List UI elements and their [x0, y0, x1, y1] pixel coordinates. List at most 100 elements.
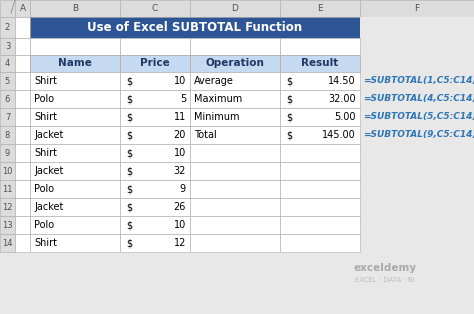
Bar: [15, 144, 30, 162]
Text: $: $: [126, 202, 132, 212]
Bar: [190, 126, 280, 144]
Text: Name: Name: [58, 58, 92, 68]
Bar: [280, 234, 360, 252]
Bar: [120, 216, 190, 234]
Text: Operation: Operation: [206, 58, 264, 68]
Text: 10: 10: [174, 148, 186, 158]
Text: 32: 32: [173, 166, 186, 176]
Text: 13: 13: [2, 220, 13, 230]
Bar: [120, 72, 190, 90]
Text: =SUBTOTAL(4,C5:C14): =SUBTOTAL(4,C5:C14): [363, 95, 474, 104]
Bar: [0, 144, 15, 162]
Bar: [190, 55, 280, 72]
Text: =SUBTOTAL(5,C5:C14): =SUBTOTAL(5,C5:C14): [363, 112, 474, 122]
Text: $: $: [126, 166, 132, 176]
Bar: [30, 17, 360, 38]
Text: $: $: [126, 76, 132, 86]
Text: 9: 9: [5, 149, 10, 158]
Bar: [0, 17, 15, 38]
Bar: [0, 162, 15, 180]
Text: D: D: [232, 4, 238, 13]
Bar: [280, 90, 360, 108]
Text: Result: Result: [301, 58, 338, 68]
Bar: [280, 72, 360, 90]
Text: Shirt: Shirt: [34, 76, 57, 86]
Bar: [190, 162, 280, 180]
Text: A: A: [19, 4, 26, 13]
Bar: [15, 55, 30, 72]
Bar: [30, 216, 120, 234]
Bar: [0, 90, 15, 108]
Bar: [120, 162, 190, 180]
Bar: [0, 0, 15, 17]
Text: 26: 26: [173, 202, 186, 212]
Bar: [0, 55, 15, 72]
Text: $: $: [286, 112, 292, 122]
Bar: [360, 17, 474, 38]
Text: 32.00: 32.00: [328, 94, 356, 104]
Bar: [190, 144, 280, 162]
Text: 12: 12: [173, 238, 186, 248]
Text: Maximum: Maximum: [194, 94, 242, 104]
Bar: [280, 180, 360, 198]
Text: 2: 2: [5, 23, 10, 32]
Bar: [190, 0, 280, 17]
Text: 12: 12: [2, 203, 13, 212]
Text: $: $: [126, 94, 132, 104]
Bar: [15, 0, 30, 17]
Bar: [15, 17, 30, 38]
Text: $: $: [126, 220, 132, 230]
Text: 9: 9: [180, 184, 186, 194]
Text: Price: Price: [140, 58, 170, 68]
Text: 10: 10: [174, 76, 186, 86]
Bar: [0, 180, 15, 198]
Bar: [190, 180, 280, 198]
Bar: [280, 108, 360, 126]
Text: 5: 5: [5, 77, 10, 85]
Text: Use of Excel SUBTOTAL Function: Use of Excel SUBTOTAL Function: [87, 21, 302, 34]
Bar: [190, 198, 280, 216]
Text: 3: 3: [5, 42, 10, 51]
Bar: [15, 38, 30, 55]
Text: 14.50: 14.50: [328, 76, 356, 86]
Text: E: E: [317, 4, 323, 13]
Bar: [120, 126, 190, 144]
Text: Minimum: Minimum: [194, 112, 239, 122]
Bar: [190, 38, 280, 55]
Bar: [0, 198, 15, 216]
Bar: [15, 108, 30, 126]
Text: 145.00: 145.00: [322, 130, 356, 140]
Bar: [190, 90, 280, 108]
Bar: [15, 180, 30, 198]
Text: 11: 11: [174, 112, 186, 122]
Bar: [0, 72, 15, 90]
Text: Jacket: Jacket: [34, 202, 64, 212]
Text: 11: 11: [2, 185, 13, 193]
Bar: [30, 0, 120, 17]
Text: $: $: [286, 94, 292, 104]
Bar: [15, 234, 30, 252]
Bar: [190, 234, 280, 252]
Text: $: $: [126, 148, 132, 158]
Text: $: $: [126, 238, 132, 248]
Text: exceldemy: exceldemy: [354, 263, 417, 273]
Bar: [0, 108, 15, 126]
Bar: [280, 162, 360, 180]
Bar: [0, 38, 15, 55]
Bar: [280, 55, 360, 72]
Bar: [280, 144, 360, 162]
Bar: [120, 180, 190, 198]
Bar: [280, 0, 360, 17]
Text: 20: 20: [173, 130, 186, 140]
Bar: [30, 234, 120, 252]
Text: 5: 5: [180, 94, 186, 104]
Text: Polo: Polo: [34, 94, 54, 104]
Text: Total: Total: [194, 130, 217, 140]
Text: $: $: [286, 76, 292, 86]
Bar: [30, 144, 120, 162]
Bar: [120, 55, 190, 72]
Bar: [280, 126, 360, 144]
Text: Jacket: Jacket: [34, 130, 64, 140]
Text: C: C: [152, 4, 158, 13]
Text: 8: 8: [5, 131, 10, 139]
